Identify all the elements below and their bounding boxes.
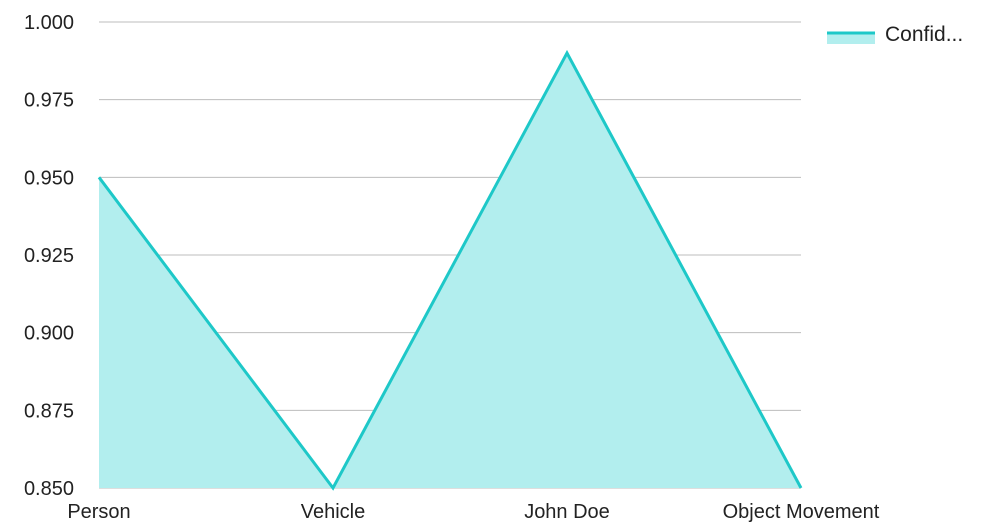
y-tick-label: 0.875 xyxy=(24,400,74,422)
y-tick-label: 1.000 xyxy=(24,12,74,34)
legend-swatch-fill xyxy=(827,32,875,44)
legend-label: Confid... xyxy=(885,23,963,46)
x-tick-label: Object Movement xyxy=(723,501,880,523)
y-tick-label: 0.925 xyxy=(24,245,74,267)
x-tick-label: Vehicle xyxy=(301,501,366,523)
x-tick-label: Person xyxy=(67,501,130,523)
x-tick-label: John Doe xyxy=(524,501,610,523)
y-tick-label: 0.975 xyxy=(24,90,74,112)
legend: Confid... xyxy=(827,23,963,46)
series-line xyxy=(97,49,803,491)
x-axis: Person Vehicle John Doe Object Movement xyxy=(67,501,879,523)
area-layer xyxy=(97,49,803,491)
y-axis: 0.850 0.875 0.900 0.925 0.950 0.975 1.000 xyxy=(24,12,74,500)
y-tick-label: 0.850 xyxy=(24,478,74,500)
y-tick-label: 0.950 xyxy=(24,167,74,189)
y-tick-label: 0.900 xyxy=(24,323,74,345)
